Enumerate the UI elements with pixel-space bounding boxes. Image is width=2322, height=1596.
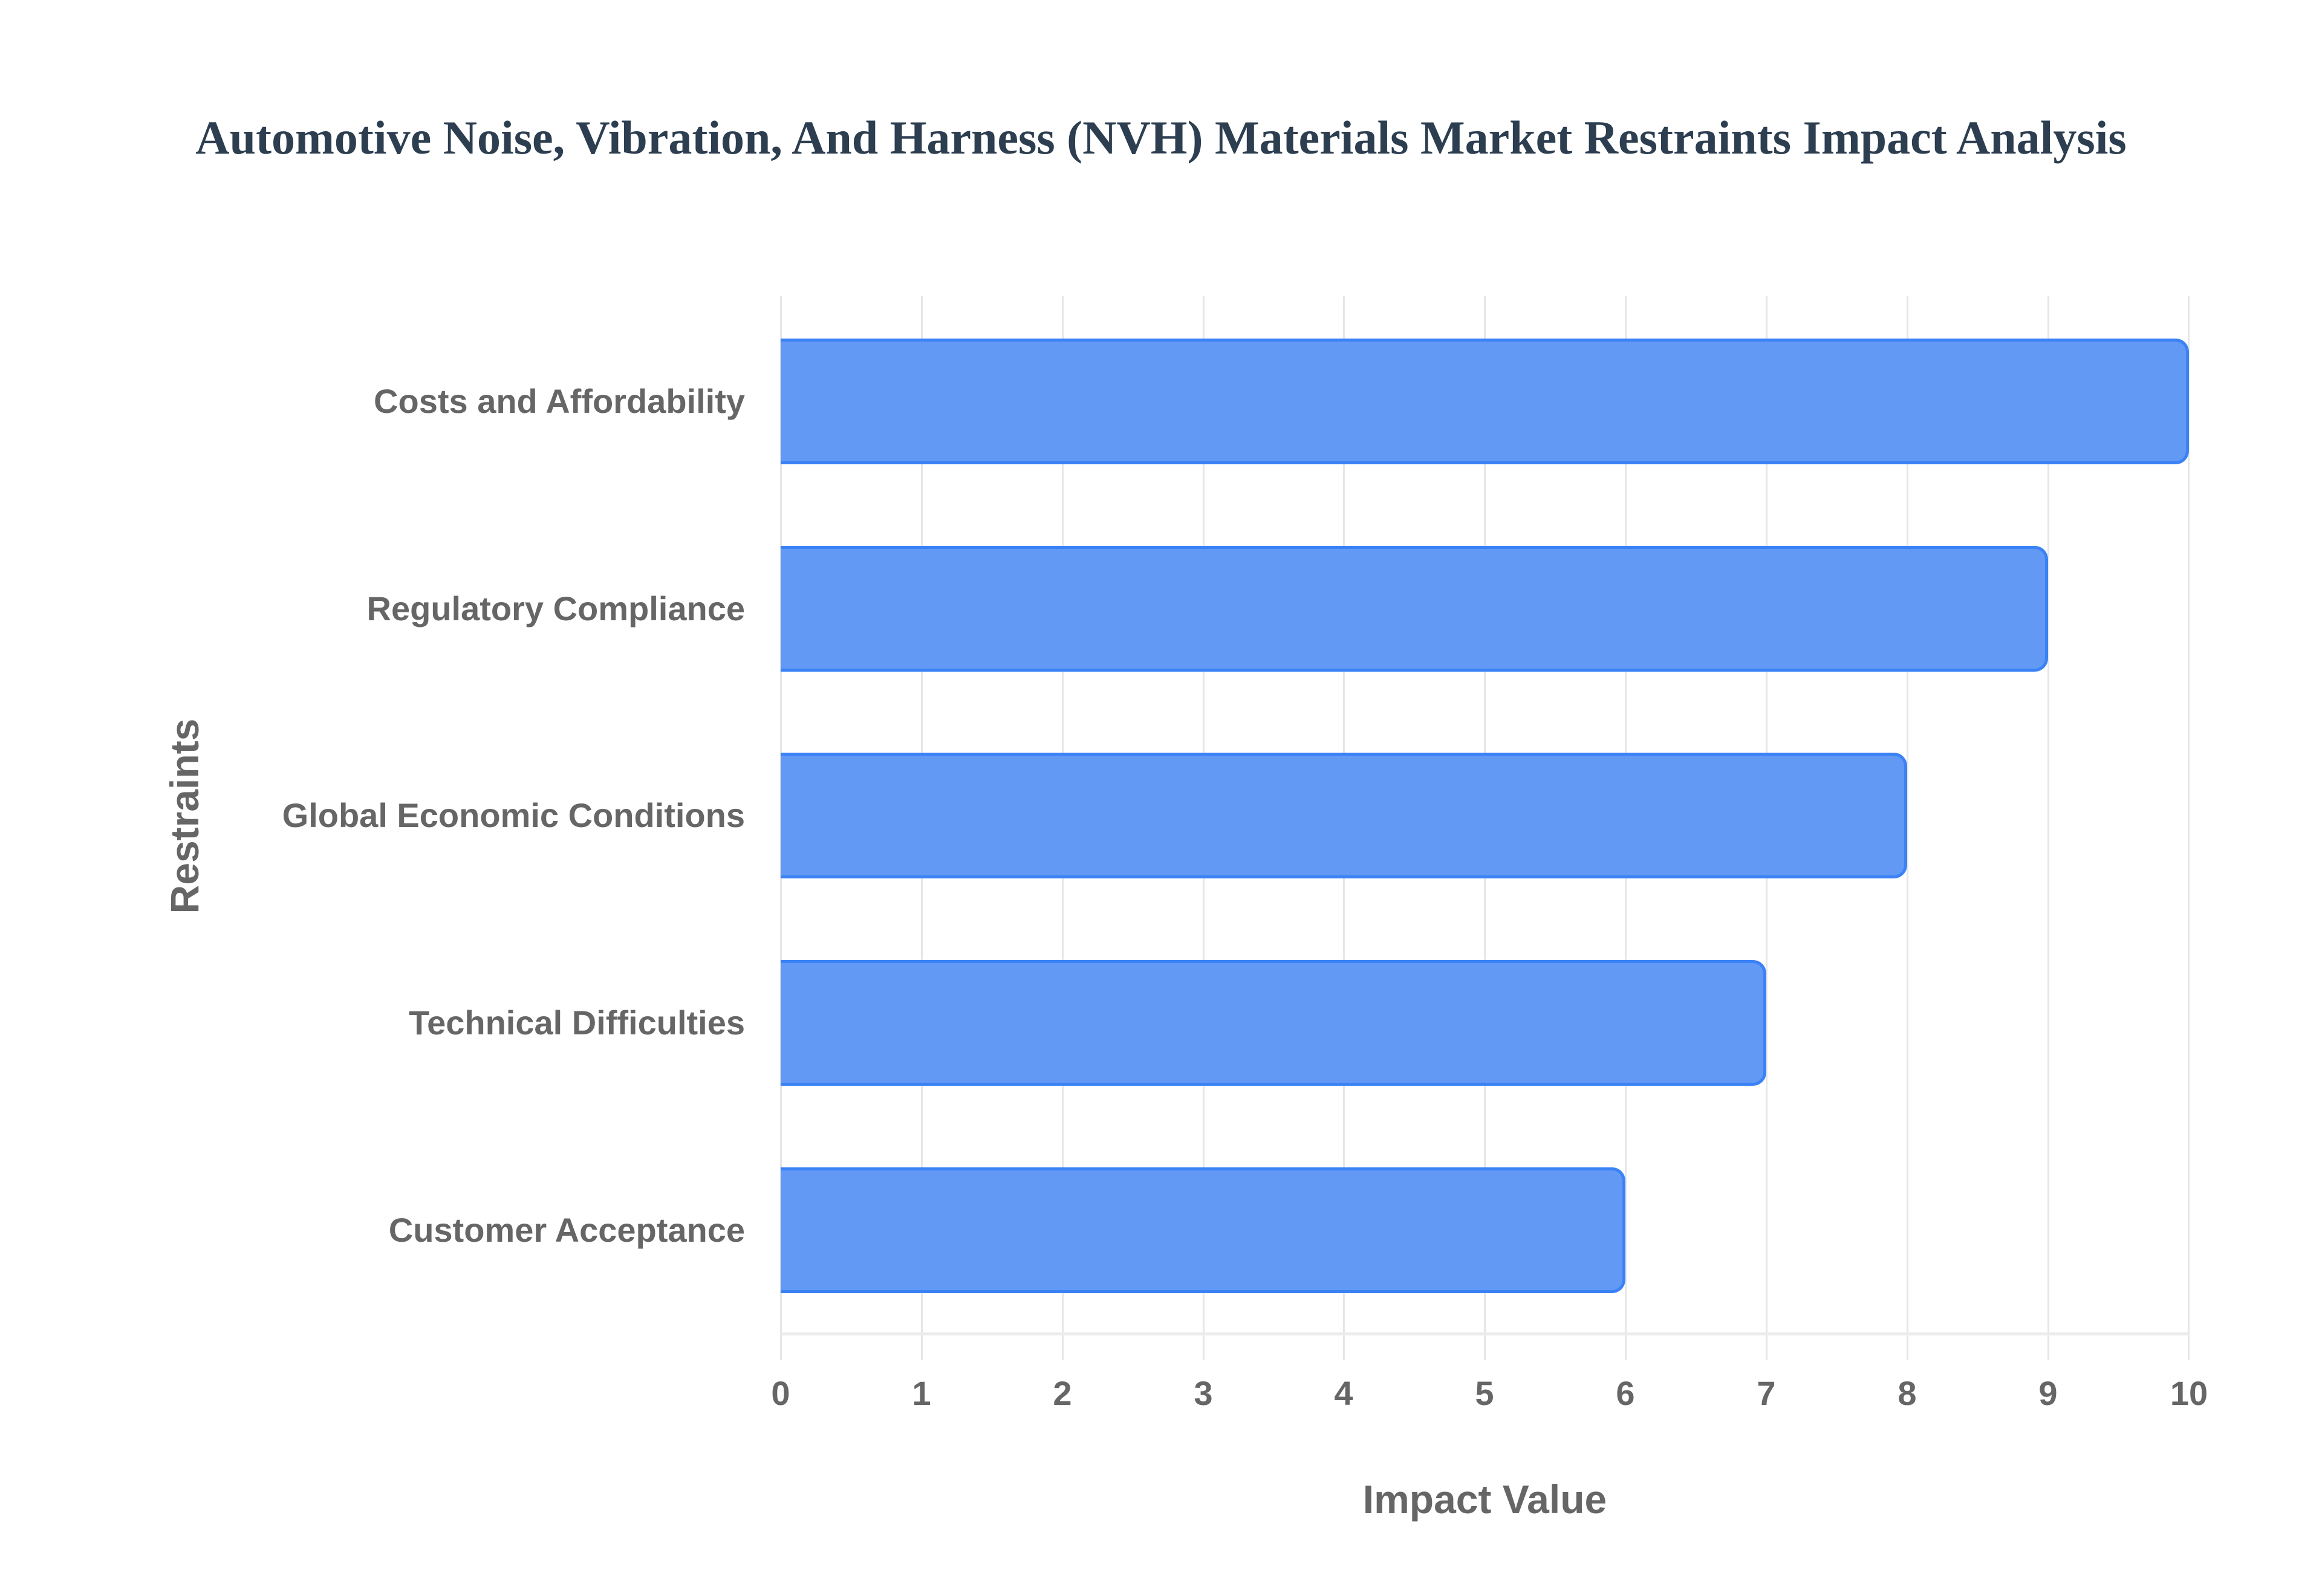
- bar-technical-difficulties[interactable]: [781, 960, 1767, 1086]
- plot-area: [780, 296, 2190, 1360]
- y-tick-label: Costs and Affordability: [374, 382, 745, 420]
- y-tick-label: Global Economic Conditions: [282, 796, 745, 834]
- x-tick-label: 6: [1616, 1374, 1635, 1412]
- y-tick-label: Technical Difficulties: [409, 1004, 745, 1042]
- x-tick-label: 4: [1334, 1374, 1353, 1412]
- x-tick-label: 1: [912, 1374, 931, 1412]
- x-tick-label: 2: [1053, 1374, 1072, 1412]
- x-axis-line: [781, 1332, 2189, 1335]
- bar-costs-and-affordability[interactable]: [781, 339, 2189, 464]
- gridline-9: [2047, 296, 2049, 1360]
- y-tick-label: Customer Acceptance: [388, 1211, 745, 1249]
- x-tick-label: 9: [2038, 1374, 2058, 1412]
- bar-customer-acceptance[interactable]: [781, 1167, 1626, 1293]
- x-tick-label: 8: [1898, 1374, 1917, 1412]
- bar-regulatory-compliance[interactable]: [781, 546, 2049, 672]
- x-tick-label: 3: [1194, 1374, 1213, 1412]
- bar-global-economic-conditions[interactable]: [781, 753, 1908, 878]
- gridline-10: [2188, 296, 2190, 1360]
- x-tick-label: 7: [1757, 1374, 1776, 1412]
- y-tick-label: Regulatory Compliance: [366, 589, 745, 628]
- x-axis-title: Impact Value: [1362, 1477, 1607, 1522]
- x-tick-label: 10: [2170, 1374, 2208, 1412]
- x-tick-label: 5: [1475, 1374, 1494, 1412]
- gridline-8: [1907, 296, 1908, 1360]
- chart-title: Automotive Noise, Vibration, And Harness…: [195, 111, 2127, 164]
- x-tick-label: 0: [771, 1374, 790, 1412]
